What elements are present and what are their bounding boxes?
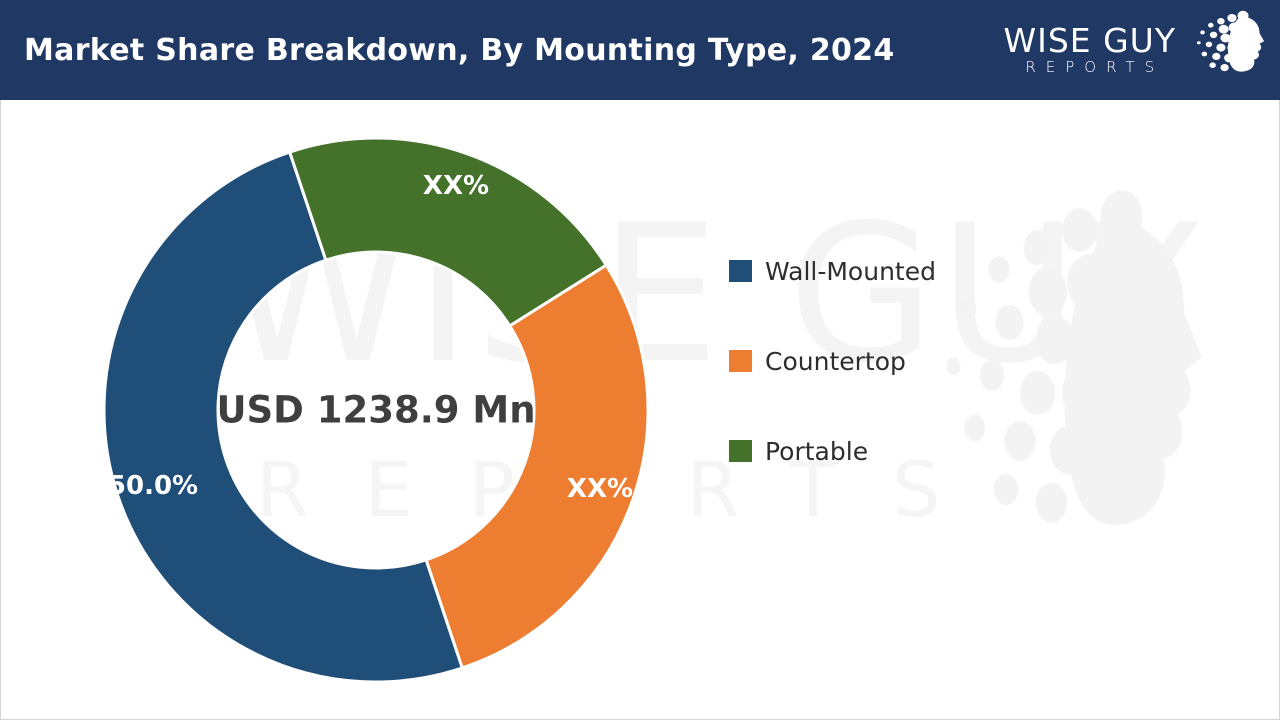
legend-item-wall-mounted: Wall-Mounted [729,248,936,294]
legend-swatch-countertop [729,350,752,372]
legend-label-countertop: Countertop [765,346,906,376]
legend-swatch-portable [729,440,752,462]
legend-item-countertop: Countertop [729,338,936,384]
header: Market Share Breakdown, By Mounting Type… [0,0,1280,100]
slice-label-wall-mounted: 50.0% [107,471,199,501]
watermark-face-icon [946,190,1202,525]
legend: Wall-Mounted Countertop Portable [729,248,936,518]
logo-subtext: REPORTS [1025,58,1165,77]
wiseguy-logo: WISE GUY REPORTS [1003,0,1266,100]
legend-label-portable: Portable [765,436,869,466]
slice-label-portable: XX% [422,171,490,201]
slice-label-countertop: XX% [566,474,634,504]
chart-canvas: WISE GUY REPORTS 50.0% XX% XX% USD 1238.… [0,100,1280,720]
donut-chart [102,136,650,684]
donut-slice-portable [288,136,608,328]
wiseguy-logo-text: WISE GUY REPORTS [1003,24,1176,75]
wiseguy-face-icon [1197,10,1265,72]
legend-label-wall-mounted: Wall-Mounted [765,256,936,286]
legend-swatch-wall-mounted [729,260,752,282]
donut-slice-wall-mounted [102,150,464,684]
page-title: Market Share Breakdown, By Mounting Type… [24,32,895,68]
legend-item-portable: Portable [729,428,936,474]
logo-wordmark: WISE GUY [1003,21,1176,61]
donut-slice-countertop [424,263,650,670]
donut-center-value: USD 1238.9 Mn [216,388,536,432]
